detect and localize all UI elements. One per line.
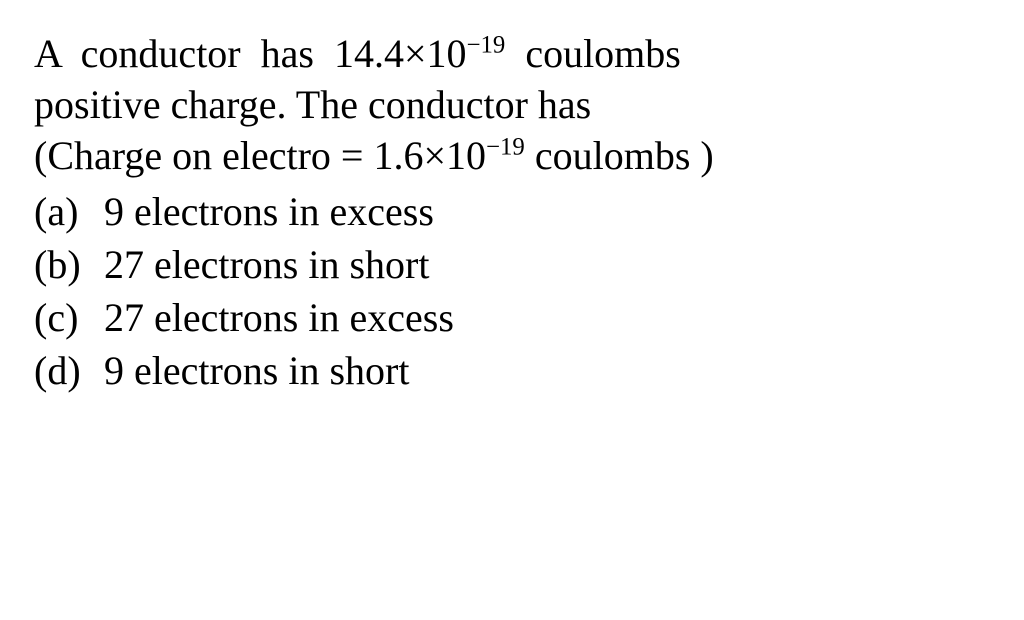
option-d[interactable]: (d) 9 electrons in short <box>34 345 990 396</box>
math-expression: 1.6×10−19 <box>373 133 524 178</box>
option-text: 9 electrons in short <box>104 345 410 396</box>
option-text: 27 electrons in short <box>104 239 430 290</box>
question-stem: A conductor has 14.4×10−19 coulombs posi… <box>34 28 990 182</box>
option-label: (a) <box>34 186 104 237</box>
text-fragment: coulombs <box>505 31 681 76</box>
base: 10 <box>427 31 467 76</box>
option-text: 9 electrons in excess <box>104 186 434 237</box>
question-line-2: positive charge. The conductor has <box>34 79 990 130</box>
math-expression: 14.4×10−19 <box>334 31 505 76</box>
question-line-1: A conductor has 14.4×10−19 coulombs <box>34 28 990 79</box>
option-a[interactable]: (a) 9 electrons in excess <box>34 186 990 237</box>
mantissa: 1.6 <box>373 133 423 178</box>
times-symbol: × <box>423 133 446 178</box>
text-fragment: coulombs ) <box>525 133 714 178</box>
question-page: A conductor has 14.4×10−19 coulombs posi… <box>0 0 1024 396</box>
exponent: −19 <box>486 134 525 161</box>
option-text: 27 electrons in excess <box>104 292 454 343</box>
base: 10 <box>446 133 486 178</box>
text-fragment: (Charge on electro = <box>34 133 373 178</box>
times-symbol: × <box>404 31 427 76</box>
question-line-3: (Charge on electro = 1.6×10−19 coulombs … <box>34 130 990 181</box>
options-list: (a) 9 electrons in excess (b) 27 electro… <box>34 186 990 397</box>
option-label: (d) <box>34 345 104 396</box>
mantissa: 14.4 <box>334 31 404 76</box>
option-label: (c) <box>34 292 104 343</box>
option-c[interactable]: (c) 27 electrons in excess <box>34 292 990 343</box>
option-b[interactable]: (b) 27 electrons in short <box>34 239 990 290</box>
option-label: (b) <box>34 239 104 290</box>
exponent: −19 <box>467 32 506 59</box>
text-fragment: A conductor has <box>34 31 334 76</box>
